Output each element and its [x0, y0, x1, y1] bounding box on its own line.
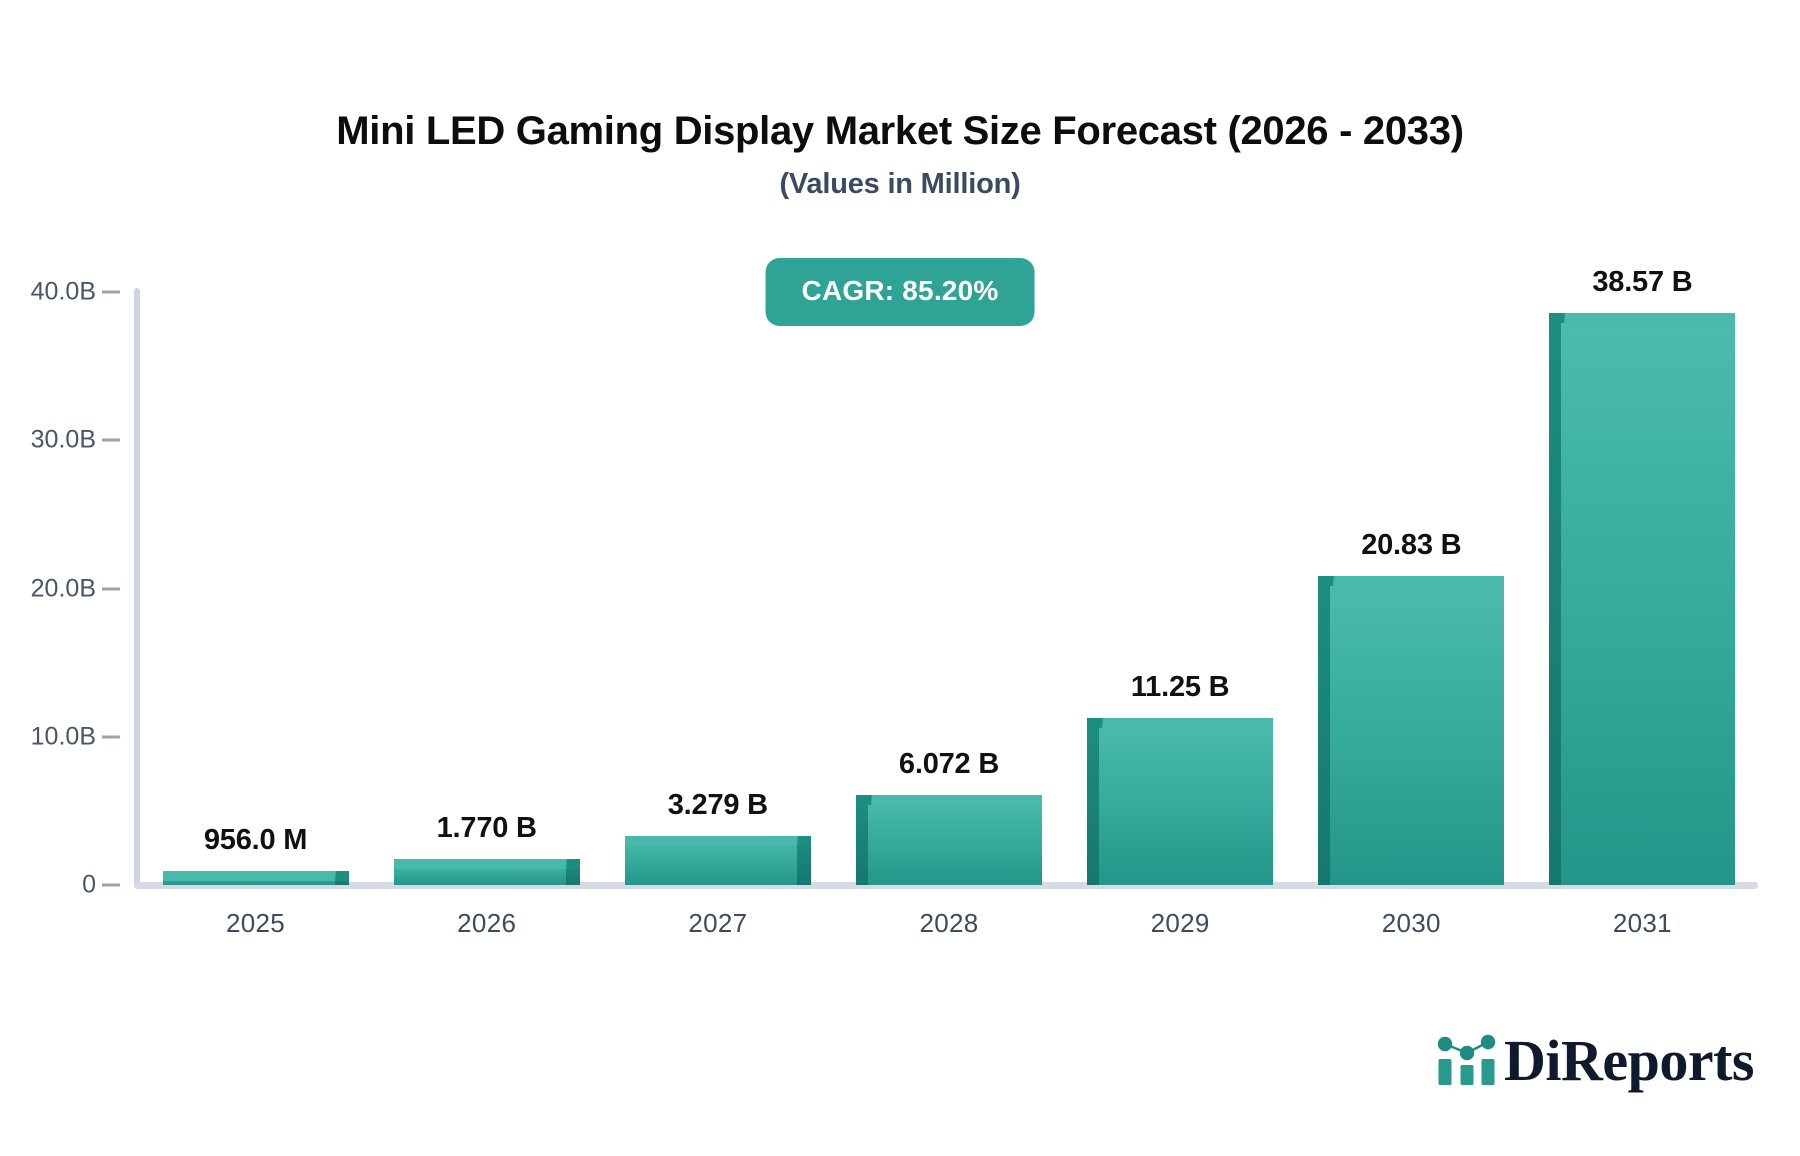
x-axis-tick-label: 2030 — [1381, 908, 1441, 938]
x-axis-tick-label: 2025 — [226, 908, 286, 938]
bar-top-face — [624, 836, 811, 847]
bar[interactable] — [162, 870, 349, 885]
x-axis-tick-label: 2026 — [457, 908, 517, 938]
direports-logo: DiReports — [1436, 1028, 1755, 1093]
chart-subtitle: (Values in Million) — [779, 168, 1021, 200]
bar-top-face — [1549, 313, 1736, 324]
y-axis-tick-mark — [102, 290, 120, 294]
x-axis-tick-label: 2031 — [1612, 908, 1672, 938]
bar[interactable] — [393, 858, 580, 885]
logo-wordmark: DiReports — [1503, 1028, 1755, 1093]
x-axis-tick-label: 2029 — [1150, 908, 1210, 938]
bar-value-label: 11.25 B — [1130, 671, 1230, 704]
y-axis-tick-mark — [102, 438, 120, 442]
bar-value-label: 6.072 B — [898, 747, 1000, 780]
bar-side-shade — [1318, 585, 1333, 885]
bar-value-label: 38.57 B — [1592, 266, 1693, 299]
bar-value-label: 20.83 B — [1361, 529, 1462, 562]
bar-top-face — [1318, 576, 1505, 587]
y-axis-tick-label: 0 — [82, 870, 96, 899]
bar-value-label: 3.279 B — [667, 789, 768, 822]
title-block: Mini LED Gaming Display Market Size Fore… — [0, 108, 1800, 201]
y-axis-tick-label: 20.0B — [30, 574, 96, 602]
y-axis-tick-label: 40.0B — [30, 277, 96, 306]
bar-side-shade — [1549, 322, 1564, 885]
bar-face — [1099, 718, 1274, 885]
bar[interactable] — [1549, 313, 1736, 885]
bar-top-face — [162, 870, 349, 881]
y-axis-tick-label: 30.0B — [30, 425, 96, 454]
bar-value-label: 1.770 B — [436, 811, 537, 844]
bar-top-face — [393, 858, 580, 869]
x-axis-line — [134, 882, 1758, 889]
bar[interactable] — [1087, 718, 1274, 885]
bar-face — [1561, 313, 1736, 885]
bar-top-face — [1087, 718, 1274, 729]
cagr-badge: CAGR: 85.20% — [765, 258, 1035, 326]
bar[interactable] — [856, 794, 1042, 885]
y-axis-tick-mark — [102, 587, 120, 590]
page-title: Mini LED Gaming Display Market Size Fore… — [336, 109, 1464, 153]
bar-face — [1330, 576, 1505, 885]
bar-top-face — [856, 794, 1042, 805]
bar-value-label: 956.0 M — [203, 823, 308, 856]
y-axis-tick-mark — [102, 883, 120, 887]
bar-side-shade — [1087, 727, 1102, 885]
y-axis-tick-mark — [102, 735, 120, 739]
y-axis-line — [134, 288, 140, 888]
bar[interactable] — [1318, 576, 1505, 885]
x-axis-tick-label: 2027 — [688, 908, 748, 938]
bar-side-shade — [796, 840, 811, 885]
bar[interactable] — [624, 836, 811, 885]
bar-chart-dots-icon — [1437, 1034, 1496, 1085]
bar-face — [868, 794, 1042, 885]
x-axis-tick-label: 2028 — [919, 908, 979, 938]
bar-side-shade — [856, 803, 870, 885]
y-axis-tick-label: 10.0B — [30, 722, 96, 751]
